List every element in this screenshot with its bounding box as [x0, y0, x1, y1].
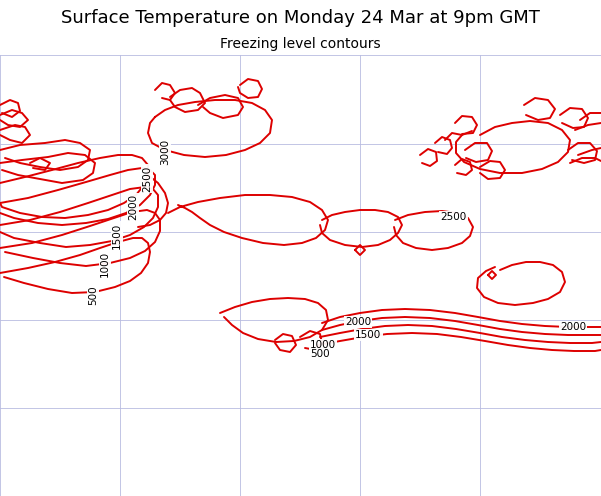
Text: 500: 500 — [88, 285, 98, 305]
Text: 1500: 1500 — [112, 223, 122, 249]
Text: 500: 500 — [310, 349, 329, 359]
Text: 2500: 2500 — [142, 166, 152, 192]
Text: 2000: 2000 — [345, 317, 371, 327]
Text: 2500: 2500 — [440, 212, 466, 222]
Text: 1000: 1000 — [310, 340, 336, 350]
Text: Freezing level contours: Freezing level contours — [220, 37, 381, 51]
Text: 2000: 2000 — [128, 194, 138, 220]
Text: Surface Temperature on Monday 24 Mar at 9pm GMT: Surface Temperature on Monday 24 Mar at … — [61, 8, 540, 27]
Text: 1000: 1000 — [100, 251, 110, 277]
Text: 1500: 1500 — [355, 330, 381, 340]
Text: 2000: 2000 — [560, 322, 586, 332]
Text: 3000: 3000 — [160, 139, 170, 165]
